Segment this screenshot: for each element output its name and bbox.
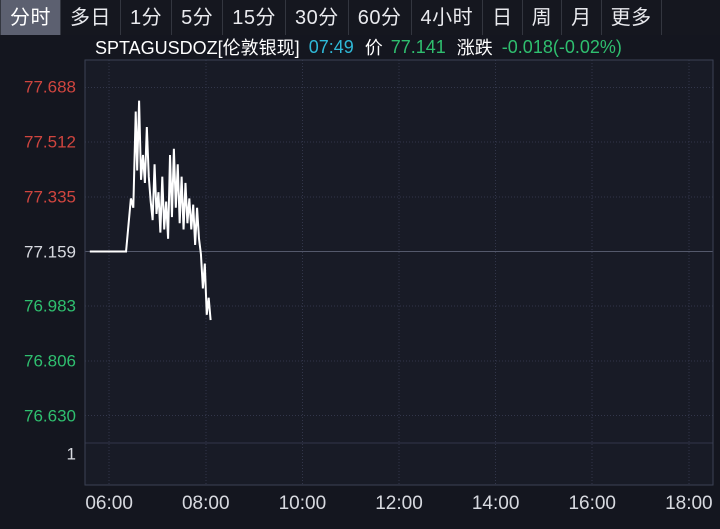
- x-axis-labels: 06:00 08:00 10:00 12:00 14:00 16:00 18:00: [0, 490, 720, 529]
- tab-3[interactable]: 5分: [172, 0, 224, 35]
- tab-label: 5分: [181, 6, 214, 29]
- tab-11[interactable]: 更多: [601, 0, 662, 35]
- tab-label: 周: [531, 6, 553, 29]
- tab-label: 1分: [130, 6, 163, 29]
- tab-8[interactable]: 日: [483, 0, 523, 35]
- tab-4[interactable]: 15分: [223, 0, 286, 35]
- y-axis-tick-3: 77.159: [24, 242, 76, 261]
- timeframe-tabbar: 分时 多日 1分 5分 15分 30分 60分 4小时日周月更多: [0, 0, 720, 35]
- tabbar-filler: [661, 0, 720, 35]
- tab-label: 日: [492, 6, 513, 29]
- tab-label: 30分: [295, 6, 339, 29]
- change-label: 涨跌: [456, 38, 493, 58]
- x-axis-tick-2: 10:00: [278, 493, 327, 514]
- tab-label: 月: [571, 6, 592, 29]
- change-value: -0.018(-0.02%): [501, 36, 622, 57]
- chart-canvas[interactable]: [0, 55, 720, 490]
- y-axis-tick-0: 77.688: [24, 77, 76, 97]
- price-chart-svg: [84, 59, 714, 486]
- tab-7[interactable]: 4小时: [411, 0, 484, 35]
- x-axis-tick-3: 12:00: [375, 493, 423, 514]
- tab-label: 15分: [232, 6, 276, 29]
- quote-time: 07:49: [308, 36, 354, 57]
- y-axis-tick-2: 77.335: [24, 187, 76, 207]
- instrument-symbol: SPTAGUSDOZ[伦敦银现]: [95, 38, 300, 58]
- price-label: 价: [364, 38, 383, 58]
- x-axis-tick-5: 16:00: [568, 493, 616, 514]
- x-axis-tick-1: 08:00: [181, 493, 230, 514]
- plot-border: [84, 59, 714, 486]
- y-axis-labels: 77.688 77.512 77.335 77.159 76.983 76.806 76.6…: [0, 55, 82, 490]
- tab-1[interactable]: 多日: [61, 0, 121, 35]
- price-value: 77.141: [390, 36, 446, 57]
- y-axis-tick-1: 77.512: [24, 132, 76, 152]
- tab-2[interactable]: 1分: [121, 0, 173, 35]
- quote-header: SPTAGUSDOZ[伦敦银现] 07:49 价 77.141 涨跌 -0.01…: [0, 35, 720, 59]
- y-axis-tick-5: 76.806: [24, 351, 76, 371]
- tab-label: 多日: [70, 6, 111, 29]
- tab-10[interactable]: 月: [562, 0, 602, 35]
- tab-label: 更多: [610, 6, 652, 29]
- x-axis-tick-4: 14:00: [471, 493, 520, 514]
- tab-label: 分时: [10, 6, 51, 29]
- volume-axis-label: 1: [66, 444, 76, 464]
- price-line: [89, 100, 212, 321]
- tab-9[interactable]: 周: [522, 0, 563, 35]
- tab-0[interactable]: 分时: [0, 0, 61, 35]
- tab-5[interactable]: 30分: [286, 0, 349, 35]
- tab-label: 4小时: [420, 6, 474, 29]
- y-axis-tick-6: 76.630: [24, 406, 76, 426]
- x-axis-tick-6: 18:00: [665, 493, 713, 514]
- tab-label: 60分: [357, 6, 402, 29]
- tab-6[interactable]: 60分: [348, 0, 412, 35]
- y-axis-tick-4: 76.983: [24, 296, 76, 316]
- x-axis-tick-0: 06:00: [85, 493, 133, 514]
